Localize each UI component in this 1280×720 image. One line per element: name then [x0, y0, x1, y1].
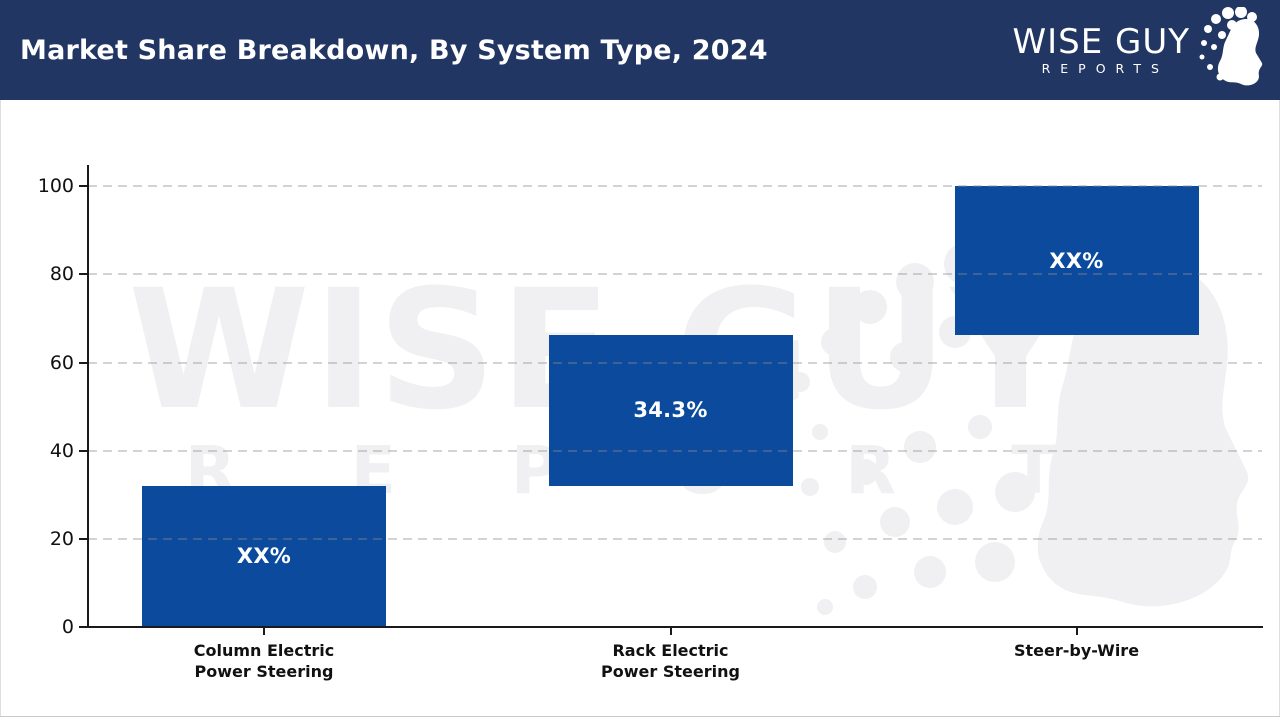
gridline-60: [88, 361, 1262, 364]
brand-face-icon: [1194, 6, 1266, 93]
x-category-label-line: Steer-by-Wire: [1013, 641, 1140, 660]
x-category-label-line: Power Steering: [601, 662, 740, 681]
x-tick-2: [669, 627, 672, 635]
brand-subtitle: REPORTS: [1041, 60, 1169, 76]
gridline-20: [88, 537, 1262, 540]
brand-name: WISE GUY: [1012, 21, 1190, 62]
bar-1: XX%: [142, 485, 386, 627]
bar-value-label-3: XX%: [1049, 248, 1104, 273]
bar-3: XX%: [954, 186, 1199, 335]
gridline-100: [88, 185, 1262, 188]
x-category-label-1: Column Electric Power Steering: [104, 640, 424, 682]
bar-value-label-1: XX%: [236, 544, 292, 569]
chart-title: Market Share Breakdown, By System Type, …: [20, 34, 768, 66]
x-category-label-line: Column Electric: [193, 641, 335, 660]
x-category-label-line: Power Steering: [194, 662, 334, 681]
x-category-label-line: Rack Electric: [612, 641, 729, 660]
x-tick-1: [263, 627, 265, 635]
bottom-border: [0, 716, 1280, 717]
gridline-80: [88, 273, 1262, 276]
y-tick-label-100: 100: [37, 175, 74, 198]
header-band: Market Share Breakdown, By System Type, …: [0, 0, 1280, 100]
x-axis-line: [87, 626, 1263, 628]
y-tick-0: [79, 626, 87, 628]
y-tick-label-20: 20: [49, 527, 74, 550]
y-tick-20: [79, 537, 87, 540]
bar-value-label-2: 34.3%: [633, 398, 708, 423]
left-border: [0, 100, 1, 716]
x-category-label-2: Rack Electric Power Steering: [511, 640, 831, 682]
y-tick-label-60: 60: [49, 351, 74, 374]
brand-logo-text: WISE GUY REPORTS: [1012, 25, 1190, 76]
brand-logo: WISE GUY REPORTS: [1012, 6, 1266, 93]
watermark-face-icon: [765, 222, 1265, 641]
bar-2: 34.3%: [548, 334, 793, 486]
x-tick-3: [1075, 627, 1078, 635]
y-tick-60: [79, 361, 87, 364]
x-category-label-3: Steer-by-Wire: [917, 640, 1237, 661]
gridline-40: [88, 449, 1262, 452]
y-tick-100: [79, 185, 87, 188]
y-tick-label-40: 40: [49, 439, 74, 462]
y-tick-80: [79, 273, 87, 276]
y-tick-label-80: 80: [49, 263, 74, 286]
y-tick-label-0: 0: [61, 616, 74, 638]
y-tick-40: [79, 449, 87, 452]
y-axis-line: [87, 165, 89, 627]
